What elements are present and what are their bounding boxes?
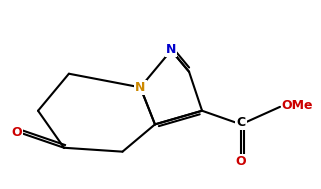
Text: N: N <box>166 43 177 56</box>
Text: O: O <box>236 155 246 168</box>
Text: O: O <box>12 126 22 139</box>
Text: N: N <box>135 81 145 94</box>
Text: C: C <box>237 116 246 129</box>
Text: OMe: OMe <box>282 99 313 112</box>
